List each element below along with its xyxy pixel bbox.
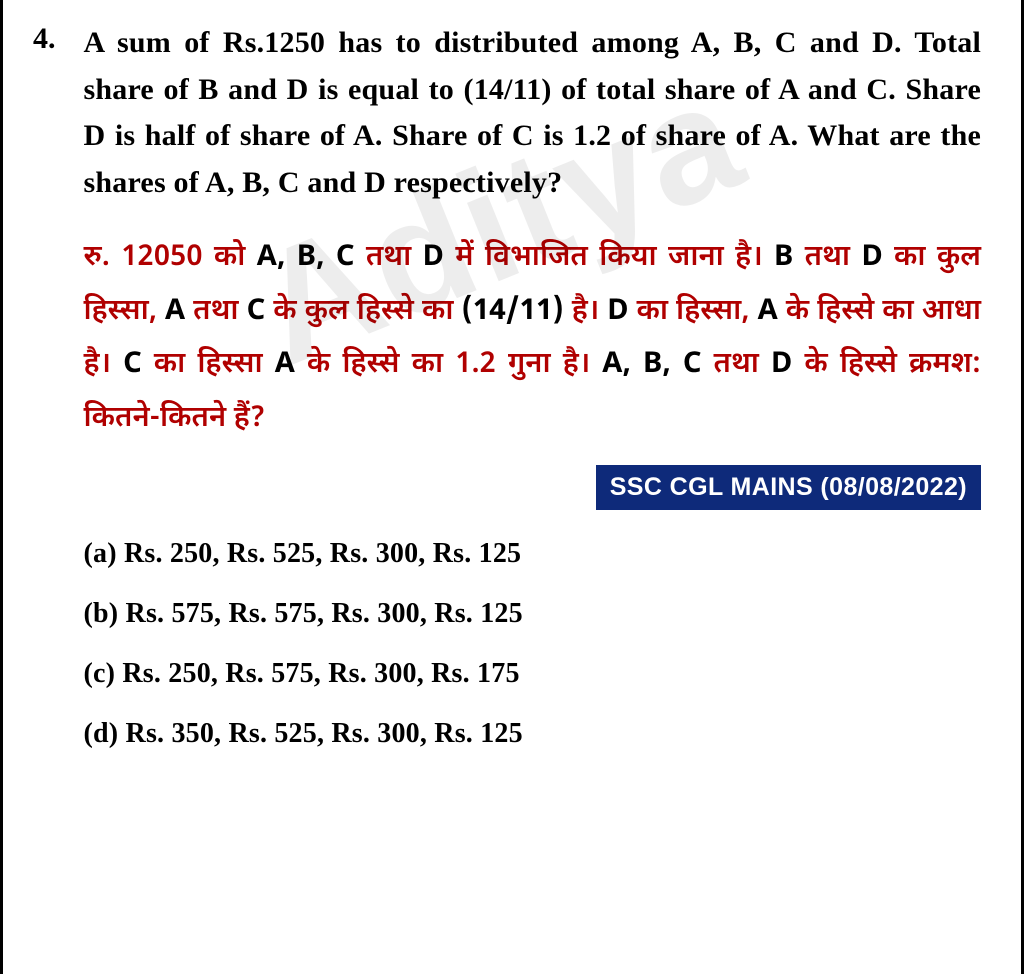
hindi-bold-fragment: D [771,346,792,384]
hindi-fragment: तथा [701,346,771,384]
hindi-fragment: में विभाजित किया जाना है। [444,239,774,277]
hindi-fragment: के कुल हिस्से का [265,293,461,331]
hindi-fragment: का हिस्सा, [628,293,757,331]
hindi-bold-fragment: A [275,346,295,384]
hindi-bold-fragment: D [607,293,628,331]
hindi-bold-fragment: A, B, C [602,346,701,384]
hindi-fragment: तथा [185,293,246,331]
hindi-fragment: है। [564,293,608,331]
question-row: 4. A sum of Rs.1250 has to distributed a… [33,20,981,778]
hindi-fragment: का हिस्सा [142,346,275,384]
hindi-fragment: के हिस्से का 1.2 गुना है। [295,346,602,384]
hindi-bold-fragment: D [423,239,444,277]
exam-badge-row: SSC CGL MAINS (08/08/2022) [84,465,982,510]
hindi-fragment: रु. 12050 को [84,239,257,277]
hindi-bold-fragment: A [758,293,778,331]
question-english: A sum of Rs.1250 has to distributed amon… [84,20,982,206]
page: Aditya 4. A sum of Rs.1250 has to distri… [0,0,1024,974]
option-a[interactable]: (a) Rs. 250, Rs. 525, Rs. 300, Rs. 125 [84,538,982,570]
question-body: A sum of Rs.1250 has to distributed amon… [84,20,982,778]
hindi-bold-fragment: A [165,293,185,331]
question-number: 4. [33,22,56,56]
hindi-bold-fragment: (14/11) [462,293,564,331]
option-b[interactable]: (b) Rs. 575, Rs. 575, Rs. 300, Rs. 125 [84,598,982,630]
hindi-fragment: तथा [793,239,861,277]
hindi-bold-fragment: C [247,293,266,331]
options-list: (a) Rs. 250, Rs. 525, Rs. 300, Rs. 125 (… [84,538,982,750]
hindi-bold-fragment: C [123,346,142,384]
question-hindi: रु. 12050 को A, B, C तथा D में विभाजित क… [84,232,982,447]
hindi-fragment: तथा [354,239,422,277]
hindi-bold-fragment: D [861,239,882,277]
hindi-bold-fragment: B [774,239,793,277]
exam-badge: SSC CGL MAINS (08/08/2022) [596,465,981,510]
hindi-bold-fragment: A, B, C [257,239,355,277]
option-c[interactable]: (c) Rs. 250, Rs. 575, Rs. 300, Rs. 175 [84,658,982,690]
option-d[interactable]: (d) Rs. 350, Rs. 525, Rs. 300, Rs. 125 [84,718,982,750]
